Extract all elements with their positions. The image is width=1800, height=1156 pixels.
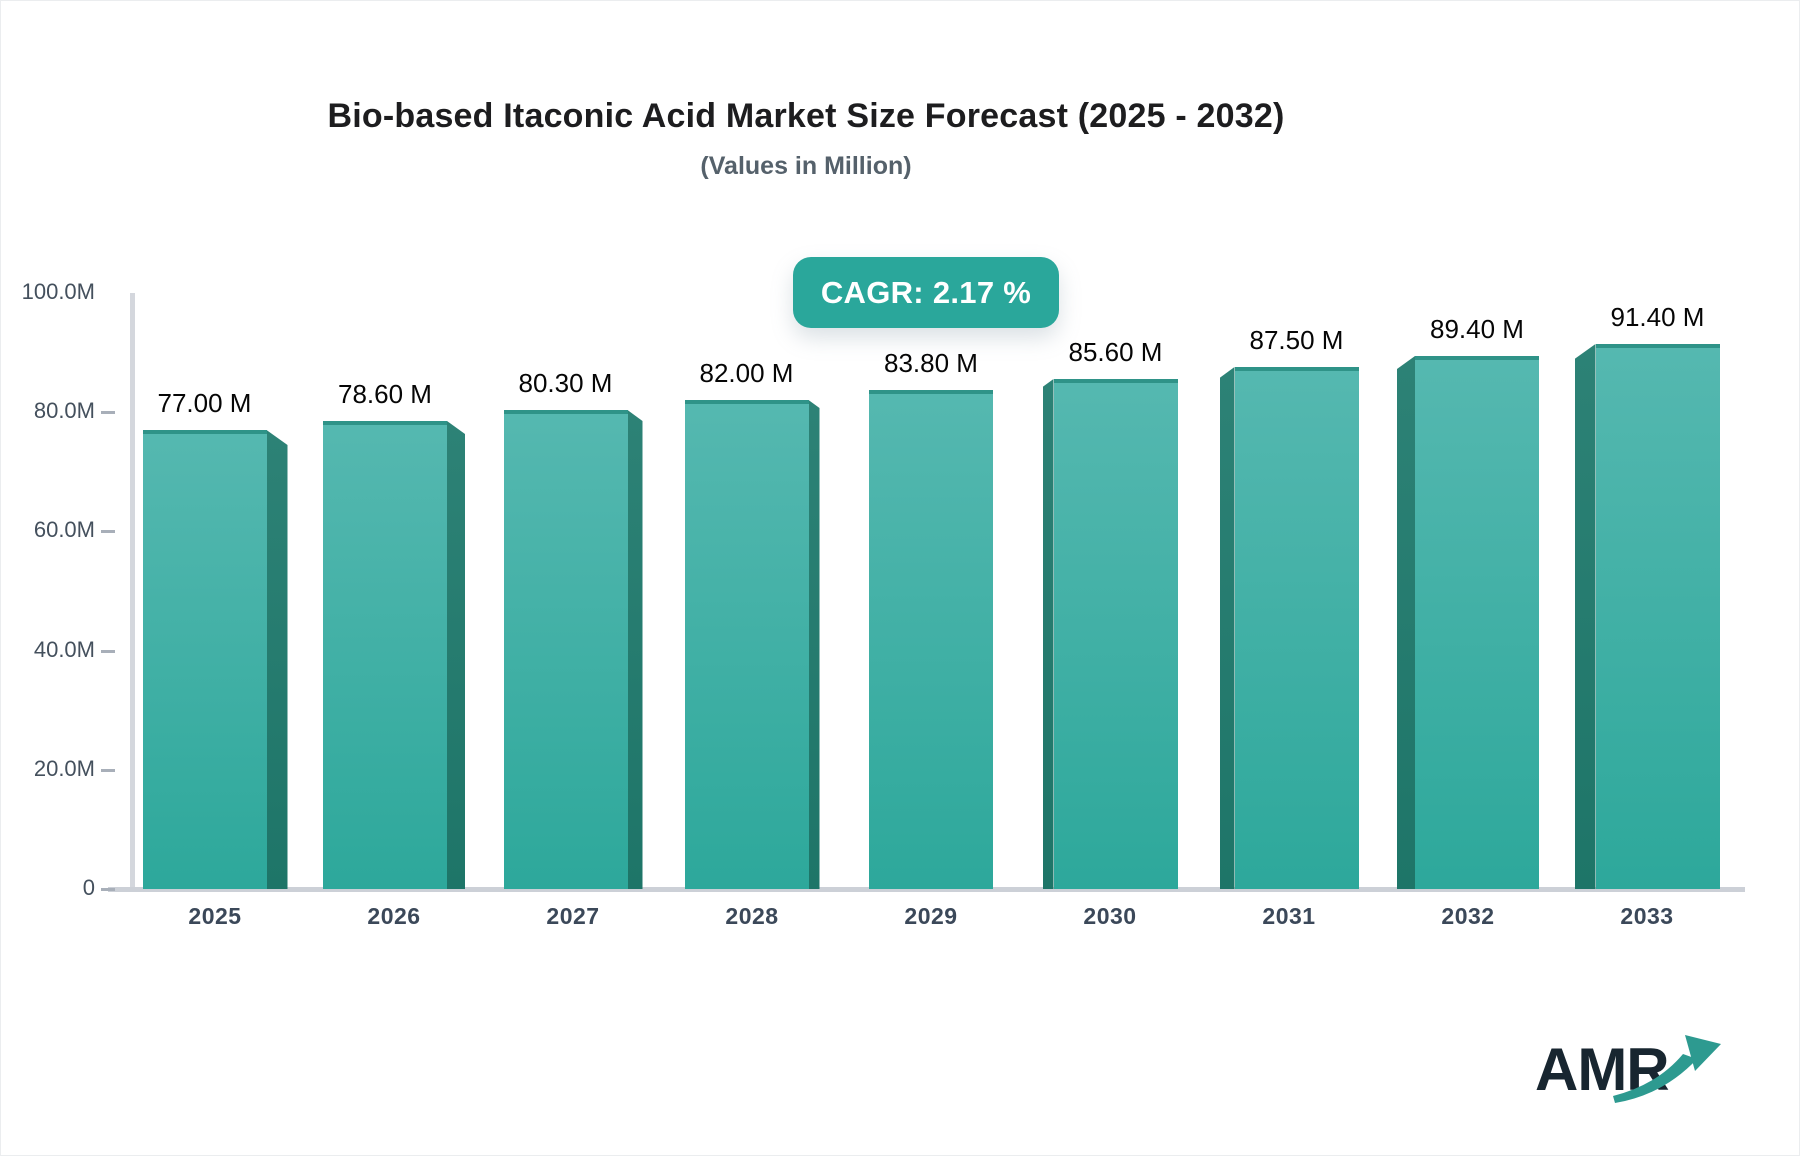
bar-side-2027 xyxy=(627,410,643,889)
y-tick-label: 100.0M xyxy=(21,279,95,304)
y-tick-label: 20.0M xyxy=(33,755,95,781)
bar-2025 xyxy=(142,430,267,889)
x-tick-label: 2031 xyxy=(1262,903,1316,929)
bar-value-label: 91.40 M xyxy=(1610,302,1705,332)
bar-value-label: 78.60 M xyxy=(338,379,432,409)
x-tick-label: 2026 xyxy=(367,903,421,929)
bar-side-2032 xyxy=(1397,356,1415,889)
y-tick-label: 40.0M xyxy=(33,636,95,662)
bar-side-2026 xyxy=(447,421,465,889)
cagr-badge: CAGR: 2.17 % xyxy=(793,257,1059,328)
x-tick-label: 2032 xyxy=(1441,903,1495,929)
bar-2032 xyxy=(1415,356,1539,889)
y-axis-line xyxy=(130,293,135,889)
bar-value-label: 83.80 M xyxy=(884,348,978,378)
cagr-badge-label: CAGR: 2.17 % xyxy=(820,274,1032,310)
y-tick-mark xyxy=(101,411,115,415)
bar-value-label: 77.00 M xyxy=(157,388,252,418)
bar-value-label: 87.50 M xyxy=(1249,325,1344,355)
bar-2027 xyxy=(503,410,628,889)
bar-2033 xyxy=(1595,344,1720,889)
x-tick-label: 2030 xyxy=(1083,903,1137,929)
growth-arrow-icon xyxy=(1613,1035,1721,1103)
bar-2028 xyxy=(684,400,809,889)
bar-value-label: 85.60 M xyxy=(1068,337,1163,367)
x-tick-label: 2025 xyxy=(188,903,242,929)
y-tick-label: 80.0M xyxy=(33,398,95,424)
x-tick-label: 2033 xyxy=(1620,903,1674,929)
title-block: Bio-based Itaconic Acid Market Size Fore… xyxy=(1,97,1611,181)
x-axis-line xyxy=(108,887,1745,892)
y-tick-label: 0 xyxy=(82,875,95,900)
x-tick-label: 2027 xyxy=(546,903,600,929)
bar-2031 xyxy=(1234,367,1359,889)
bar-2026 xyxy=(323,421,447,889)
bar-value-label: 80.30 M xyxy=(518,368,613,398)
y-tick-mark xyxy=(101,768,115,772)
y-tick-mark xyxy=(101,888,115,891)
amr-logo: AMR xyxy=(1529,1027,1729,1117)
bar-side-2031 xyxy=(1219,367,1235,889)
y-tick-mark xyxy=(101,530,115,534)
bar-2030 xyxy=(1053,379,1178,889)
bar-side-2030 xyxy=(1042,379,1054,889)
bar-side-2028 xyxy=(808,400,820,889)
bar-value-label: 89.40 M xyxy=(1430,314,1524,344)
x-tick-label: 2029 xyxy=(904,903,958,929)
bar-side-2033 xyxy=(1574,344,1596,889)
bar-value-label: 82.00 M xyxy=(699,358,794,388)
bar-side-2025 xyxy=(266,430,288,889)
bar-2029 xyxy=(869,390,993,889)
y-tick-label: 60.0M xyxy=(33,517,95,543)
y-tick-mark xyxy=(101,649,115,653)
chart-subtitle: (Values in Million) xyxy=(700,152,912,180)
chart-title: Bio-based Itaconic Acid Market Size Fore… xyxy=(327,97,1285,135)
x-tick-label: 2028 xyxy=(725,903,779,929)
